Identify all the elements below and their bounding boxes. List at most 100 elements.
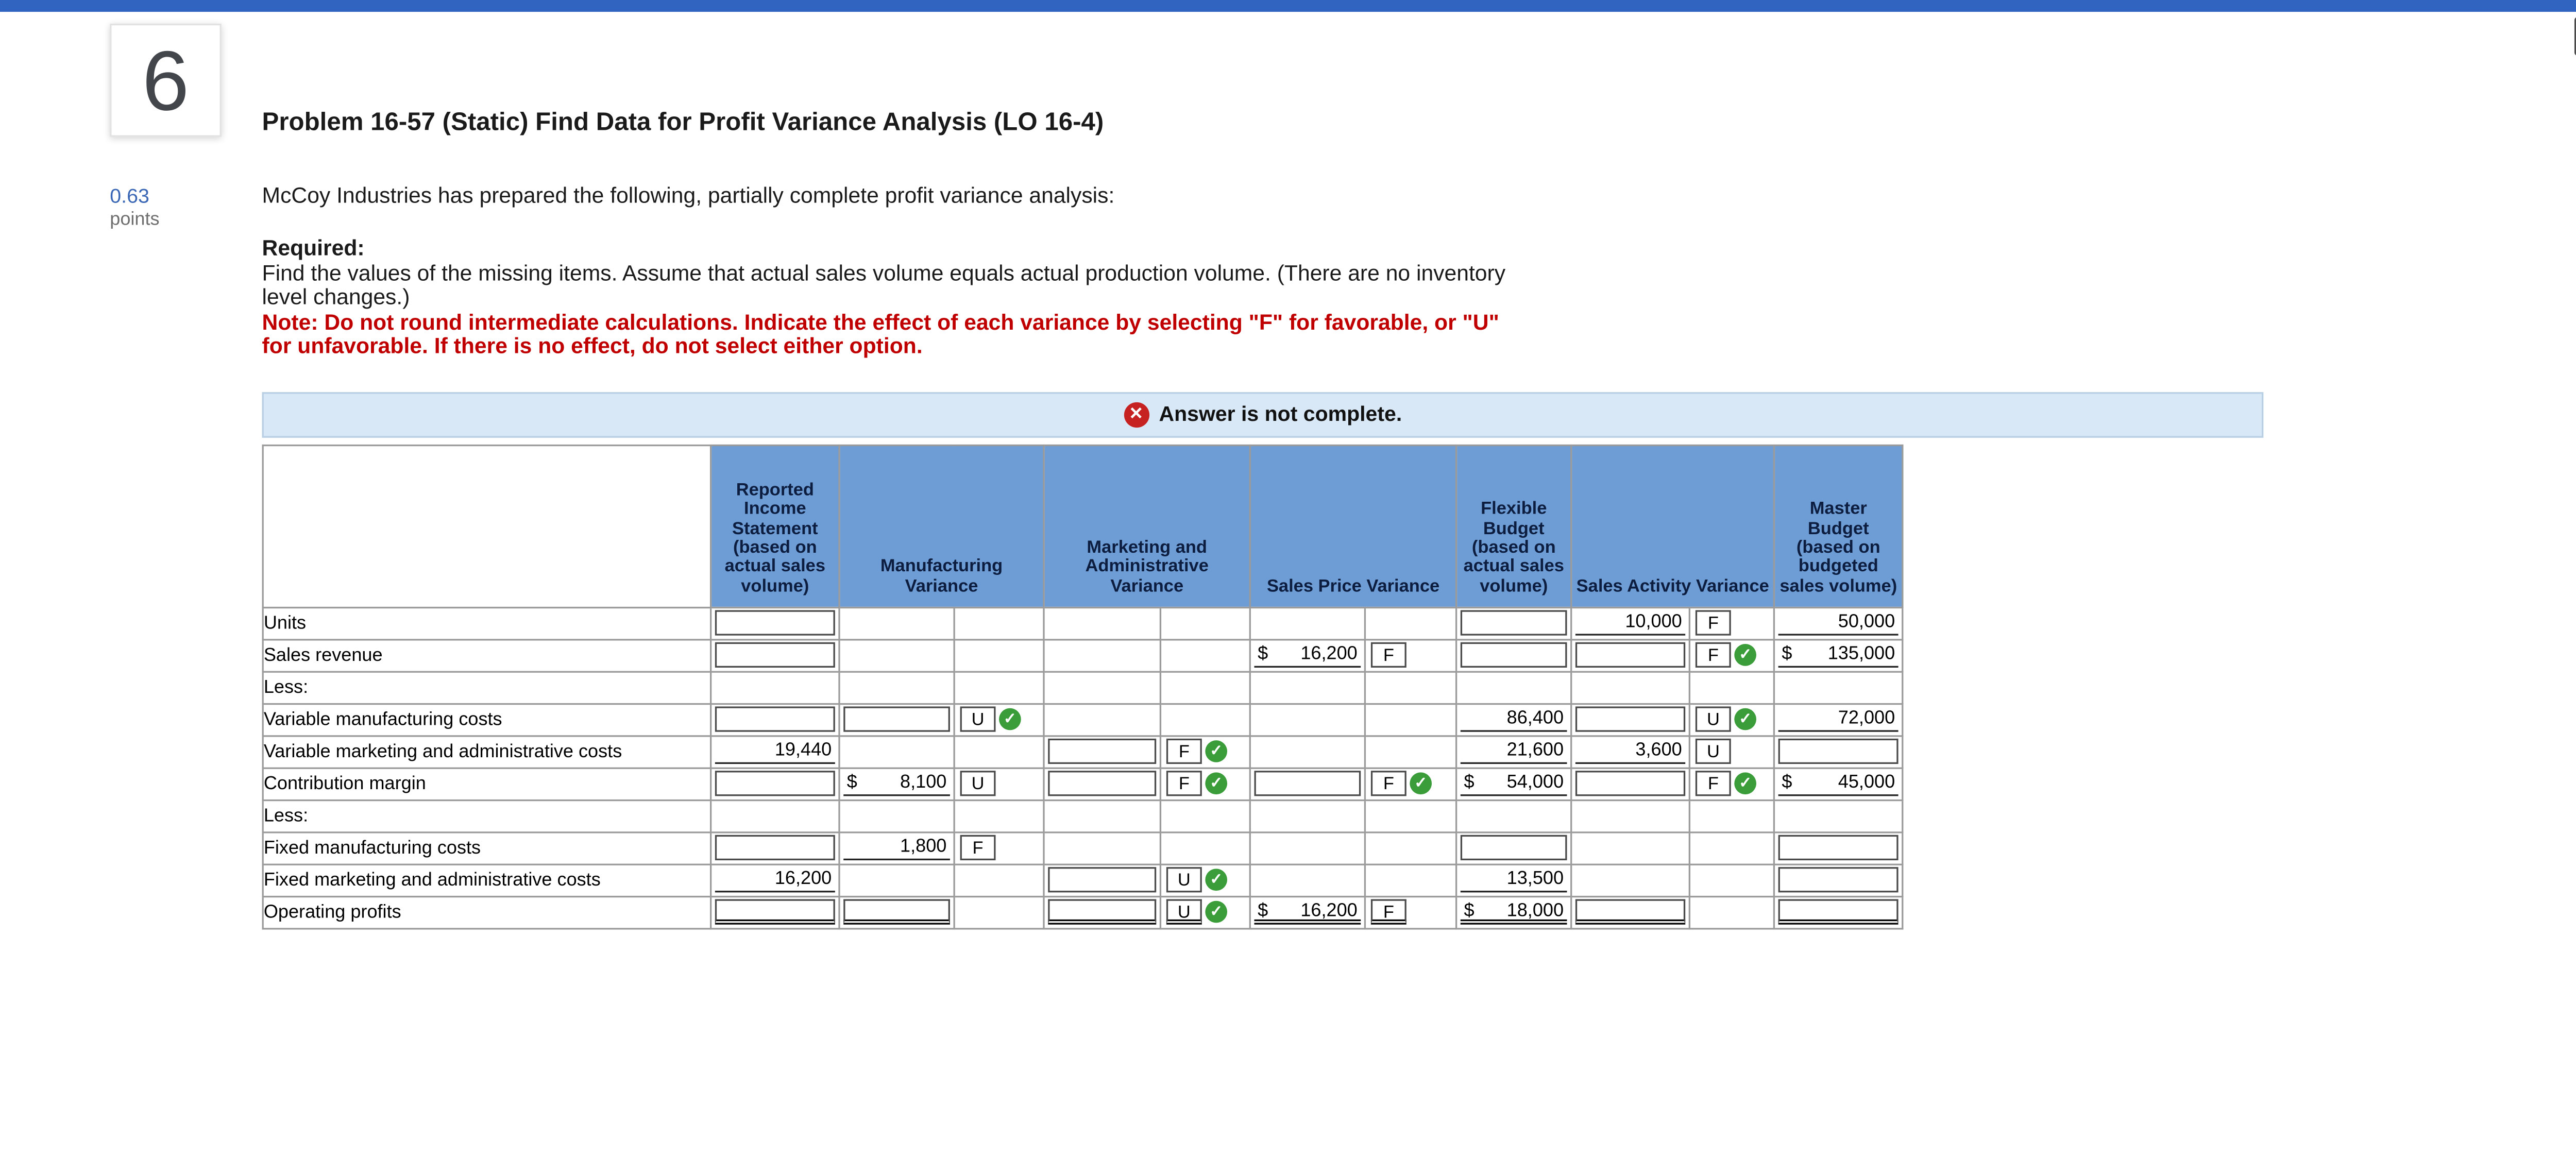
favorable-unfavorable-dropdown[interactable]: U: [960, 707, 996, 733]
favorable-unfavorable-dropdown[interactable]: U: [1166, 867, 1202, 893]
table-row: Contribution margin $8,100 U F ✓ F ✓ $54,000 F ✓ $…: [262, 767, 1904, 802]
table-cell: [1773, 735, 1904, 769]
answer-input[interactable]: [1460, 643, 1567, 669]
table-row: Variable manufacturing costs U ✓ 86,400 U ✓ 72…: [262, 703, 1904, 737]
favorable-unfavorable-dropdown[interactable]: F: [1695, 643, 1731, 669]
answer-input[interactable]: [1575, 771, 1686, 797]
favorable-unfavorable-dropdown[interactable]: F: [1370, 643, 1406, 669]
dollar-sign: $: [1782, 644, 1792, 665]
table-cell: U ✓: [1159, 895, 1251, 930]
table-row: Less:: [262, 799, 1904, 833]
answer-input[interactable]: [1778, 867, 1899, 893]
answer-input[interactable]: [1048, 900, 1157, 926]
answer-input[interactable]: [715, 836, 835, 861]
table-cell: F ✓: [1159, 735, 1251, 769]
answer-input[interactable]: [1048, 867, 1157, 893]
table-cell: [1249, 831, 1366, 865]
cell-value: 18,000: [1506, 901, 1564, 922]
table-cell: [1043, 606, 1162, 641]
answer-input[interactable]: [1575, 643, 1686, 669]
favorable-unfavorable-dropdown[interactable]: F: [1370, 771, 1406, 797]
answer-input[interactable]: [1778, 900, 1899, 926]
table-cell: U ✓: [953, 703, 1045, 737]
favorable-unfavorable-dropdown[interactable]: U: [1695, 707, 1731, 733]
answer-input[interactable]: [1048, 771, 1157, 797]
table-cell: [838, 606, 955, 641]
favorable-unfavorable-dropdown[interactable]: U: [960, 771, 996, 797]
cell-value: 16,200: [1300, 644, 1358, 665]
table-cell: F: [1688, 606, 1775, 641]
row-label: Less:: [262, 671, 712, 705]
points-indicator: 0.63 points: [110, 184, 159, 230]
answer-input[interactable]: [715, 771, 835, 797]
note-text: Note: Do not round intermediate calculat…: [262, 309, 1499, 359]
table-cell: 50,000: [1773, 606, 1904, 641]
table-cell: [1159, 639, 1251, 673]
answer-status-text: Answer is not complete.: [1159, 403, 1402, 427]
row-label: Units: [262, 606, 712, 641]
row-label: Fixed marketing and administrative costs: [262, 863, 712, 898]
correct-check-icon: ✓: [1205, 901, 1228, 924]
table-cell: [1570, 863, 1691, 898]
table-cell: [1364, 863, 1458, 898]
table-cell: [1159, 606, 1251, 641]
table-cell: [1043, 767, 1162, 802]
answer-input[interactable]: [843, 707, 950, 733]
given-value: $8,100: [843, 772, 950, 797]
favorable-unfavorable-dropdown[interactable]: U: [1166, 900, 1202, 926]
answer-input[interactable]: [1254, 771, 1361, 797]
cell-value: 8,100: [900, 773, 947, 794]
favorable-unfavorable-dropdown[interactable]: F: [1166, 739, 1202, 765]
answer-input[interactable]: [1778, 739, 1899, 765]
answer-input[interactable]: [1778, 836, 1899, 861]
cell-value: 86,400: [1506, 709, 1564, 729]
table-cell: F ✓: [1159, 767, 1251, 802]
favorable-unfavorable-dropdown[interactable]: U: [1695, 739, 1731, 765]
answer-input[interactable]: [1460, 610, 1567, 637]
given-value: $54,000: [1460, 772, 1567, 797]
answer-input[interactable]: [715, 643, 835, 669]
answer-input[interactable]: [715, 900, 835, 926]
answer-input[interactable]: [715, 707, 835, 733]
answer-input[interactable]: [715, 610, 835, 637]
answer-input[interactable]: [1575, 900, 1686, 926]
table-cell: [1773, 799, 1904, 833]
table-cell: 1,800: [838, 831, 955, 865]
table-cell: [1043, 735, 1162, 769]
table-cell: [1455, 639, 1572, 673]
table-row: Sales revenue $16,200 F F ✓ $135,000: [262, 639, 1904, 673]
favorable-unfavorable-dropdown[interactable]: F: [1695, 610, 1731, 637]
answer-input[interactable]: [1048, 739, 1157, 765]
favorable-unfavorable-dropdown[interactable]: F: [960, 836, 996, 861]
table-cell: [1570, 671, 1691, 705]
column-header: Reported Income Statement (based on actu…: [710, 444, 840, 609]
table-cell: [1688, 799, 1775, 833]
correct-check-icon: ✓: [1734, 773, 1757, 795]
table-cell: [838, 639, 955, 673]
table-cell: U: [953, 767, 1045, 802]
cell-value: 45,000: [1838, 773, 1895, 794]
answer-input[interactable]: [1575, 707, 1686, 733]
table-cell: [1455, 831, 1572, 865]
table-cell: 86,400: [1455, 703, 1572, 737]
cell-value: 16,200: [774, 869, 832, 890]
answer-input[interactable]: [843, 900, 950, 926]
favorable-unfavorable-dropdown[interactable]: F: [1695, 771, 1731, 797]
row-label: Contribution margin: [262, 767, 712, 802]
dollar-sign: $: [846, 773, 857, 794]
favorable-unfavorable-dropdown[interactable]: F: [1370, 900, 1406, 926]
table-cell: $135,000: [1773, 639, 1904, 673]
given-value: $16,200: [1254, 900, 1361, 926]
answer-input[interactable]: [1460, 836, 1567, 861]
table-cell: [1159, 831, 1251, 865]
table-cell: [1249, 703, 1366, 737]
table-cell: [953, 799, 1045, 833]
question-number-box: 6: [110, 23, 222, 137]
table-cell: [1364, 671, 1458, 705]
table-cell: [1773, 831, 1904, 865]
favorable-unfavorable-dropdown[interactable]: F: [1166, 771, 1202, 797]
table-cell: 10,000: [1570, 606, 1691, 641]
table-cell: [1688, 863, 1775, 898]
return-button[interactable]: Retur: [2574, 16, 2576, 56]
table-cell: [1570, 767, 1691, 802]
